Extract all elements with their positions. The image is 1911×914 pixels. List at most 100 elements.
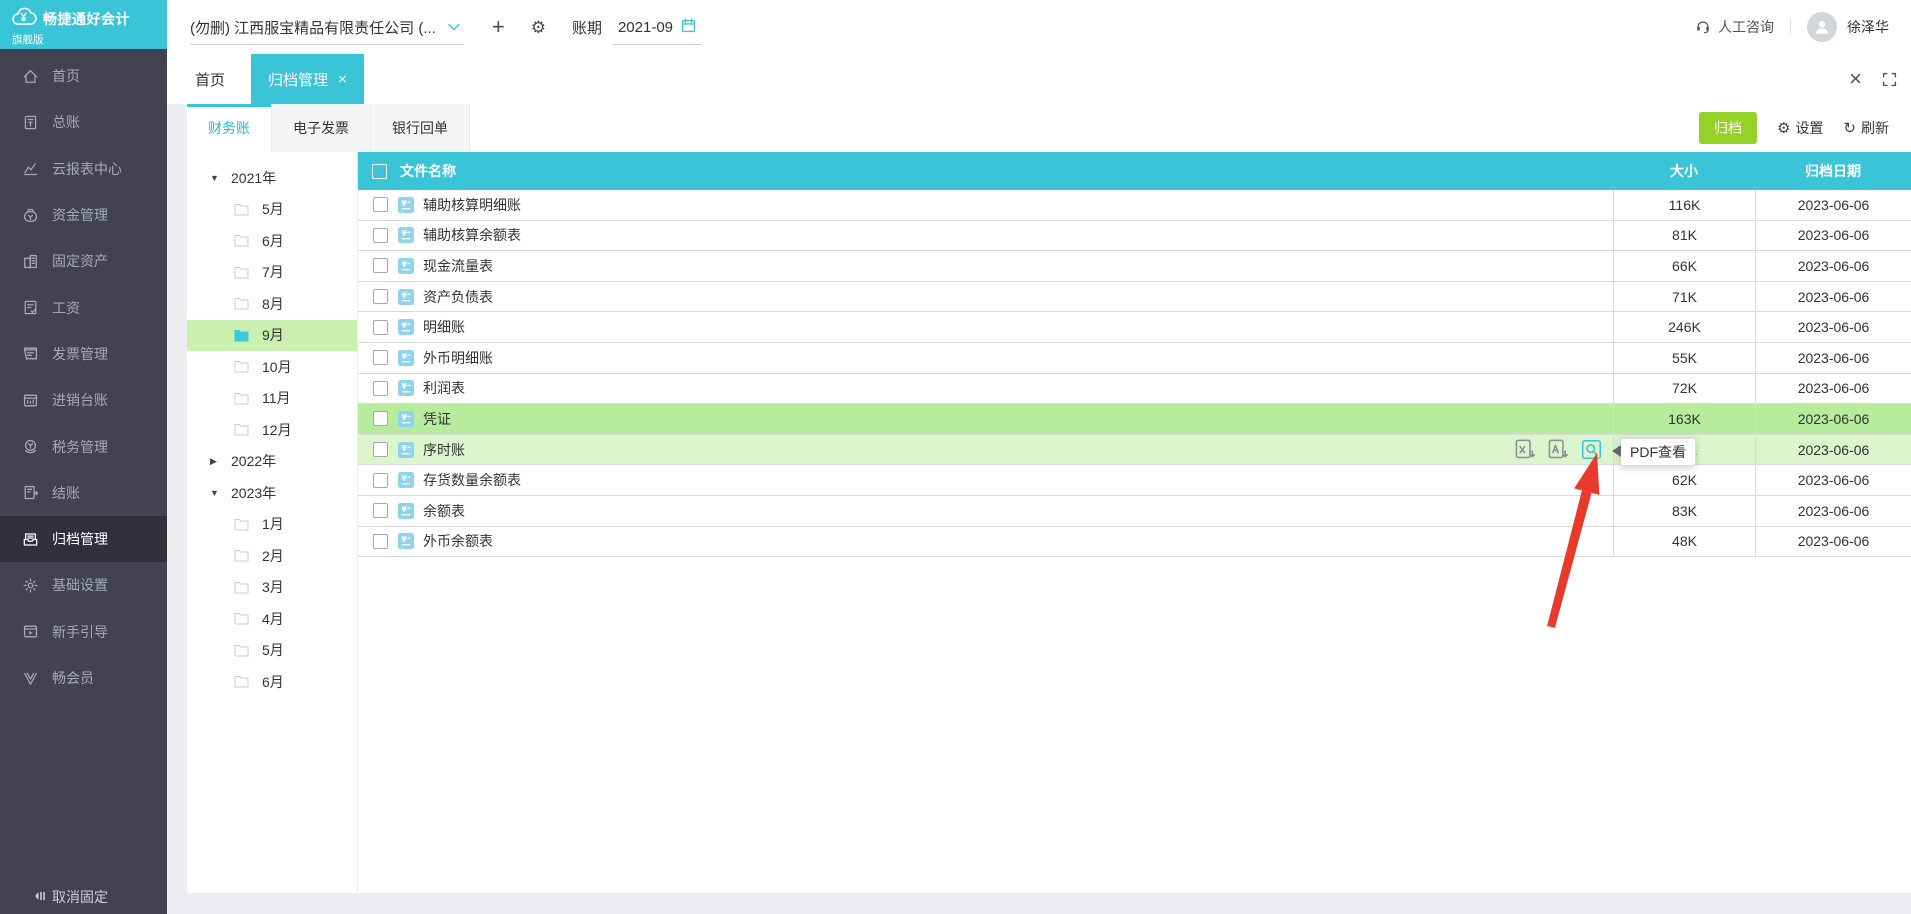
tree-month-item[interactable]: 3月 xyxy=(187,572,357,604)
file-icon: ¥ xyxy=(398,380,414,397)
gear-icon: ⚙ xyxy=(1776,119,1791,137)
support-link[interactable]: 人工咨询 xyxy=(1695,17,1774,37)
sidebar-item-payroll[interactable]: 工资 xyxy=(0,284,167,330)
brand-edition: 旗舰版 xyxy=(12,34,44,46)
table-row[interactable]: ¥ 凭证 163K 2023-06-06 xyxy=(358,404,1911,435)
user-menu[interactable]: 徐泽华 xyxy=(1807,12,1895,42)
column-size: 大小 xyxy=(1670,163,1698,179)
refresh-icon: ↻ xyxy=(1843,119,1856,137)
sidebar-item-closing[interactable]: 结账 xyxy=(0,470,167,516)
tab-close-icon[interactable]: × xyxy=(338,70,347,88)
brand-name: 畅捷通好会计 xyxy=(43,11,130,27)
row-checkbox[interactable] xyxy=(373,258,388,274)
row-checkbox[interactable] xyxy=(373,411,388,427)
tree-month-item[interactable]: 4月 xyxy=(187,603,357,635)
archive-button[interactable]: 归档 xyxy=(1698,112,1757,144)
refresh-button[interactable]: ↻ 刷新 xyxy=(1843,119,1889,137)
sidebar-item-tax[interactable]: 税务管理 xyxy=(0,423,167,469)
sidebar-item-ledger[interactable]: 总账 xyxy=(0,99,167,145)
table-row[interactable]: ¥ 余额表 83K 2023-06-06 xyxy=(358,495,1911,527)
row-checkbox[interactable] xyxy=(373,503,388,519)
tree-month-item[interactable]: 11月 xyxy=(187,383,357,415)
svg-text:¥: ¥ xyxy=(402,474,408,483)
add-account-set-button[interactable]: + xyxy=(491,14,505,39)
pdf-view-icon[interactable] xyxy=(1580,438,1603,461)
column-archive-date: 归档日期 xyxy=(1805,163,1861,179)
row-checkbox[interactable] xyxy=(373,197,388,213)
tab-archive-management[interactable]: 归档管理 × xyxy=(251,54,364,104)
brand-logo: 畅捷通好会计 旗舰版 xyxy=(0,0,167,49)
subtab-finance-ledger[interactable]: 财务账 xyxy=(187,104,271,152)
row-checkbox[interactable] xyxy=(373,380,388,396)
file-icon: ¥ xyxy=(398,349,414,366)
tree-year-1[interactable]: ▶ 2022年 xyxy=(210,453,277,470)
invoice-icon xyxy=(22,345,39,362)
tree-month-item[interactable]: 10月 xyxy=(187,351,357,383)
subtab-bank-receipt[interactable]: 银行回单 xyxy=(370,104,470,152)
period-tree: ▼ 2021年 5月 6月 7月 8月 9月 10月 11月 12月 ▶ 2022年 ▼ 2023年 1月 2… xyxy=(187,152,358,893)
sidebar-item-fund[interactable]: 资金管理 xyxy=(0,192,167,238)
expand-arrow-icon[interactable]: ▼ xyxy=(210,172,219,183)
row-checkbox[interactable] xyxy=(373,319,388,335)
close-icon[interactable]: × xyxy=(1849,66,1862,91)
table-row[interactable]: ¥ 明细账 246K 2023-06-06 xyxy=(358,312,1911,343)
expand-arrow-icon[interactable]: ▼ xyxy=(210,487,219,498)
content-area: 财务账 电子发票 银行回单 归档 ⚙ 设置 ↻ 刷新 ▼ 202 xyxy=(167,104,1911,914)
svg-text:¥: ¥ xyxy=(402,260,408,269)
sidebar-item-guide[interactable]: 新手引导 xyxy=(0,609,167,655)
table-row[interactable]: ¥ 辅助核算明细账 116K 2023-06-06 xyxy=(358,190,1911,221)
tree-month-item[interactable]: 5月 xyxy=(187,635,357,667)
table-row[interactable]: ¥ 利润表 72K 2023-06-06 xyxy=(358,373,1911,405)
pdf-download-icon[interactable] xyxy=(1547,438,1570,461)
row-checkbox[interactable] xyxy=(373,533,388,549)
tree-month-item[interactable]: 6月 xyxy=(187,225,357,257)
account-settings-gear-icon[interactable]: ⚙ xyxy=(530,17,546,37)
tree-month-item[interactable]: 6月 xyxy=(187,666,357,698)
collapse-left-icon xyxy=(32,889,47,906)
fullscreen-icon[interactable] xyxy=(1882,72,1897,87)
table-row[interactable]: ¥ 外币余额表 48K 2023-06-06 xyxy=(358,526,1911,558)
tree-month-item[interactable]: 12月 xyxy=(187,414,357,446)
sidebar-item-purchase-sale[interactable]: 进销台账 xyxy=(0,377,167,423)
sidebar-item-fixed-assets[interactable]: 固定资产 xyxy=(0,238,167,284)
collapse-arrow-icon[interactable]: ▶ xyxy=(210,455,217,466)
tab-home[interactable]: 首页 xyxy=(195,71,226,89)
excel-download-icon[interactable] xyxy=(1514,438,1537,461)
company-selector[interactable]: (勿删) 江西服宝精品有限责任公司 (... xyxy=(190,0,464,54)
tree-year-0[interactable]: ▼ 2021年 xyxy=(210,169,277,186)
sidebar-item-member[interactable]: 畅会员 xyxy=(0,655,167,701)
sidebar-item-home[interactable]: 首页 xyxy=(0,53,167,99)
tree-month-item[interactable]: 2月 xyxy=(187,540,357,572)
sidebar-item-report-chart[interactable]: 云报表中心 xyxy=(0,146,167,192)
folder-icon xyxy=(234,203,249,216)
settings-button[interactable]: ⚙ 设置 xyxy=(1776,119,1824,137)
period-value: 2021-09 xyxy=(617,18,674,36)
table-row[interactable]: ¥ 资产负债表 71K 2023-06-06 xyxy=(358,281,1911,313)
avatar xyxy=(1807,12,1837,42)
sidebar-item-invoice[interactable]: 发票管理 xyxy=(0,331,167,377)
table-row[interactable]: ¥ 外币明细账 55K 2023-06-06 xyxy=(358,342,1911,374)
tree-month-item[interactable]: 1月 xyxy=(187,509,357,541)
username: 徐泽华 xyxy=(1847,19,1889,35)
unpin-sidebar-button[interactable]: 取消固定 xyxy=(32,887,108,907)
headset-icon xyxy=(1695,18,1711,37)
row-checkbox[interactable] xyxy=(373,227,388,243)
tree-month-item[interactable]: 7月 xyxy=(187,257,357,289)
row-checkbox[interactable] xyxy=(373,350,388,366)
select-all-checkbox[interactable] xyxy=(372,163,387,179)
table-row[interactable]: ¥ 辅助核算余额表 81K 2023-06-06 xyxy=(358,220,1911,252)
tree-month-item[interactable]: 5月 xyxy=(187,194,357,226)
tree-year-2[interactable]: ▼ 2023年 xyxy=(210,484,277,501)
row-checkbox[interactable] xyxy=(373,442,388,458)
row-checkbox[interactable] xyxy=(373,289,388,305)
row-checkbox[interactable] xyxy=(373,472,388,488)
sidebar-item-settings[interactable]: 基础设置 xyxy=(0,562,167,608)
table-row[interactable]: ¥ 现金流量表 66K 2023-06-06 xyxy=(358,251,1911,282)
subtab-e-invoice[interactable]: 电子发票 xyxy=(271,104,370,152)
tree-month-item[interactable]: 9月 xyxy=(187,319,357,351)
period-selector[interactable]: 2021-09 xyxy=(611,0,703,54)
sidebar-item-archive[interactable]: 归档管理 xyxy=(0,515,167,563)
table-row[interactable]: ¥ 存货数量余额表 62K 2023-06-06 xyxy=(358,465,1911,496)
tree-month-item[interactable]: 8月 xyxy=(187,288,357,320)
